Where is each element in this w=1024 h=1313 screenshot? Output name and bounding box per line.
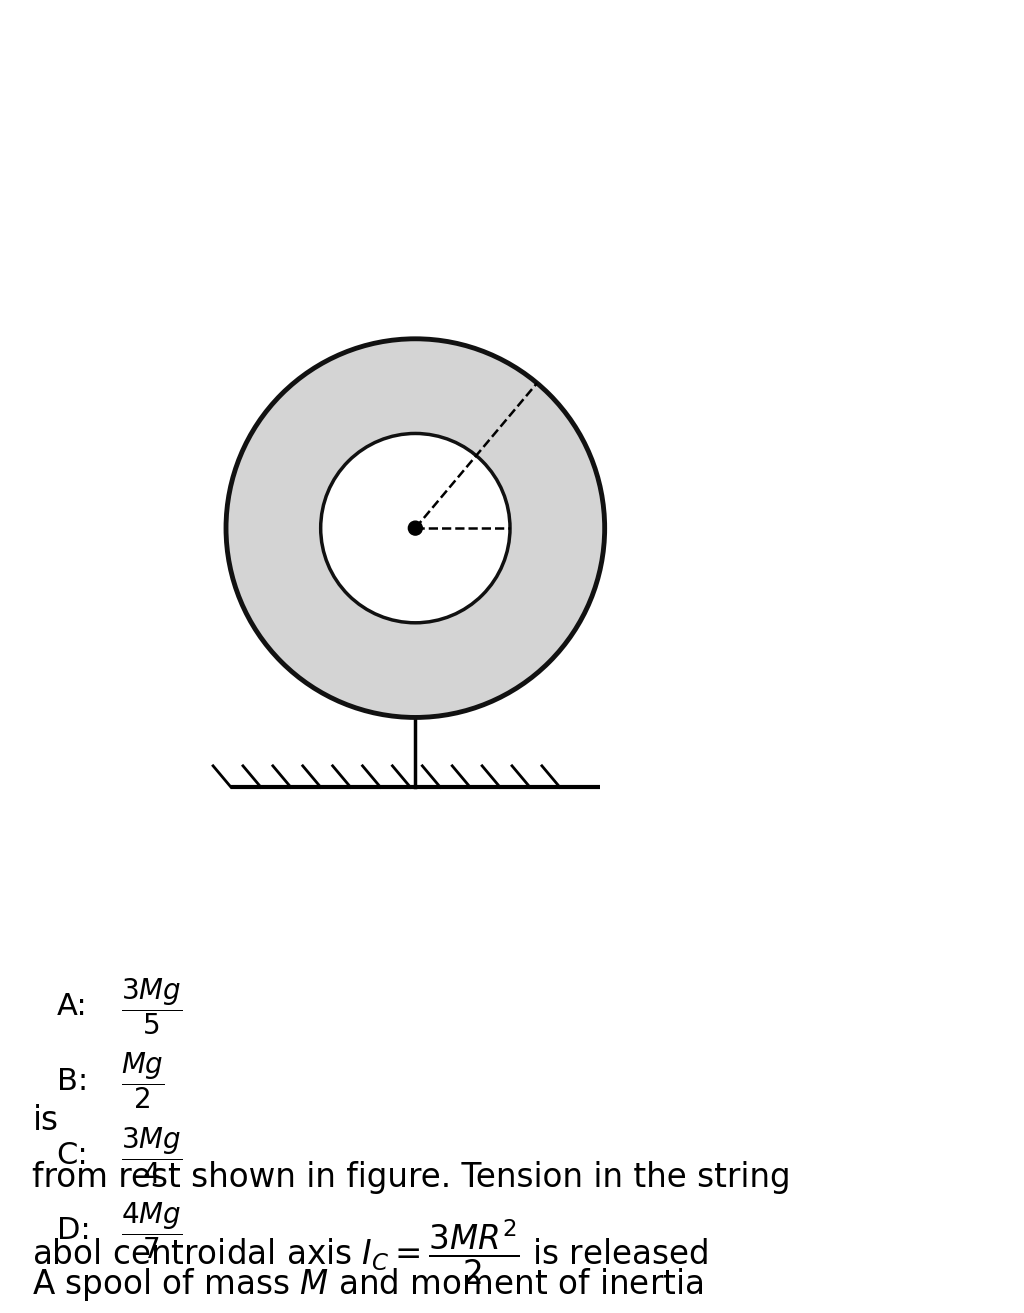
Text: $\dfrac{3Mg}{4}$: $\dfrac{3Mg}{4}$ (122, 1125, 182, 1186)
Text: A:: A: (56, 991, 87, 1022)
Text: is: is (33, 1104, 58, 1137)
Circle shape (226, 339, 604, 717)
Text: abol centroidal axis $I_C = \dfrac{3MR^2}{2}$ is released: abol centroidal axis $I_C = \dfrac{3MR^2… (33, 1217, 709, 1287)
Text: from rest shown in figure. Tension in the string: from rest shown in figure. Tension in th… (33, 1161, 792, 1194)
Text: C:: C: (56, 1141, 88, 1170)
Text: D:: D: (56, 1216, 90, 1245)
Text: B:: B: (56, 1066, 88, 1095)
Text: $\dfrac{4Mg}{7}$: $\dfrac{4Mg}{7}$ (122, 1200, 182, 1260)
Text: $R$: $R$ (462, 561, 482, 590)
Text: $2R$: $2R$ (506, 419, 546, 448)
Text: A spool of mass $\mathit{M}$ and moment of inertia: A spool of mass $\mathit{M}$ and moment … (33, 1267, 703, 1304)
Circle shape (409, 521, 422, 536)
Text: $\dfrac{3Mg}{5}$: $\dfrac{3Mg}{5}$ (122, 976, 182, 1037)
Text: $\dfrac{Mg}{2}$: $\dfrac{Mg}{2}$ (122, 1050, 165, 1112)
Circle shape (321, 433, 510, 622)
